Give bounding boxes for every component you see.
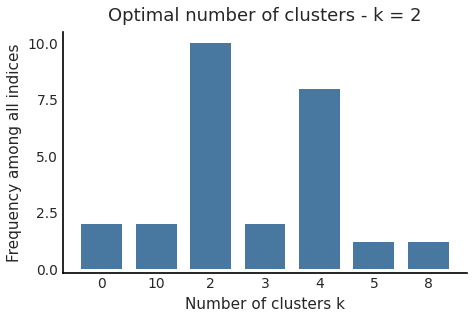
Bar: [299, 89, 340, 269]
Title: Optimal number of clusters - k = 2: Optimal number of clusters - k = 2: [109, 7, 422, 25]
Bar: [408, 242, 449, 269]
Y-axis label: Frequency among all indices: Frequency among all indices: [7, 43, 22, 262]
Bar: [136, 224, 177, 269]
X-axis label: Number of clusters k: Number of clusters k: [185, 297, 345, 312]
Bar: [354, 242, 394, 269]
Bar: [190, 43, 231, 269]
Bar: [245, 224, 285, 269]
Bar: [82, 224, 122, 269]
